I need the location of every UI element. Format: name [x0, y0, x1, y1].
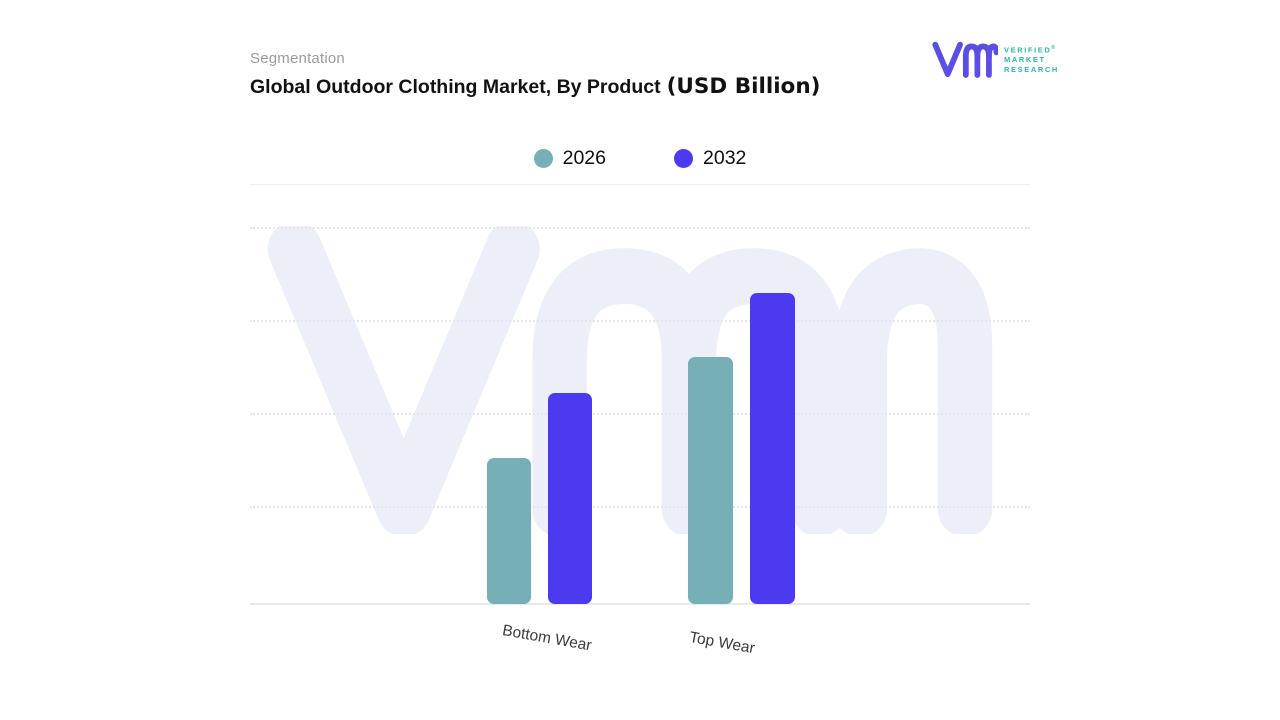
x-axis-label-top-wear: Top Wear: [688, 629, 757, 658]
x-axis-line: [250, 603, 1030, 605]
vmr-watermark-icon: [267, 226, 993, 534]
chart-title: Global Outdoor Clothing Market, By Produ…: [250, 74, 820, 99]
bar-top-wear-2032[interactable]: [750, 293, 795, 604]
gridline-1: [250, 227, 1030, 229]
vmr-logo-mark-icon: [932, 41, 998, 78]
vmr-logo: VERIFIED® MARKET RESEARCH: [932, 38, 1059, 80]
gridline-2: [250, 320, 1030, 322]
legend-dot-2026-icon: [533, 149, 553, 168]
x-axis-label-bottom-wear: Bottom Wear: [501, 622, 593, 655]
logo-line-verified: VERIFIED: [1004, 45, 1052, 55]
legend: 2026 2032: [250, 147, 1030, 170]
legend-divider-line: [250, 184, 1030, 185]
chart-title-unit: (USD Billion): [666, 74, 821, 99]
eyebrow-segmentation: Segmentation: [250, 50, 345, 67]
gridline-4: [250, 506, 1030, 508]
bar-top-wear-2026[interactable]: [688, 357, 733, 604]
logo-line-research: RESEARCH: [1004, 65, 1059, 75]
legend-item-2026[interactable]: 2026: [533, 147, 606, 170]
chart-title-main: Global Outdoor Clothing Market, By Produ…: [250, 76, 661, 98]
legend-label-2032: 2032: [703, 147, 747, 169]
legend-dot-2032-icon: [674, 149, 693, 168]
legend-label-2026: 2026: [562, 147, 606, 169]
vmr-logo-text: VERIFIED® MARKET RESEARCH: [1004, 43, 1059, 76]
bar-bottom-wear-2026[interactable]: [487, 458, 531, 604]
legend-item-2032[interactable]: 2032: [674, 147, 746, 170]
registered-mark-icon: ®: [1051, 44, 1056, 51]
bar-bottom-wear-2032[interactable]: [548, 393, 592, 604]
logo-line-market: MARKET: [1004, 55, 1046, 65]
gridline-3: [250, 413, 1030, 415]
